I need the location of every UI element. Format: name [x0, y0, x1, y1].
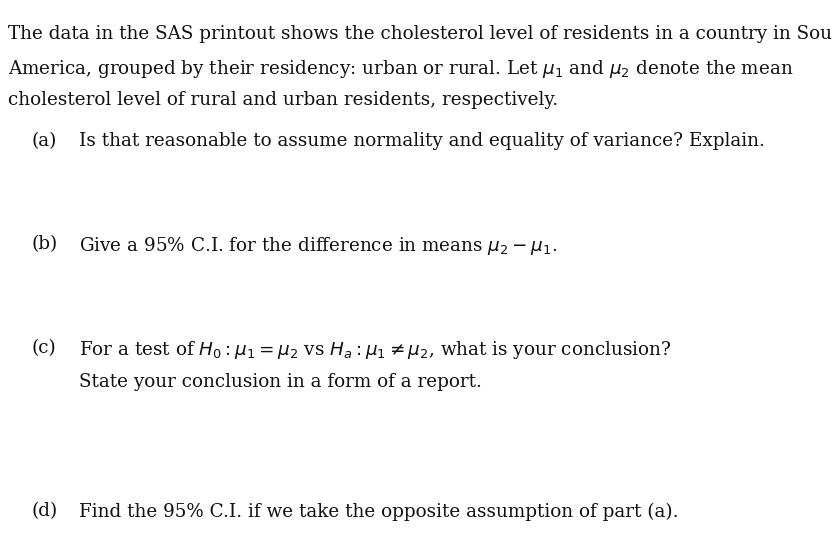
Text: Is that reasonable to assume normality and equality of variance? Explain.: Is that reasonable to assume normality a… [79, 132, 765, 151]
Text: State your conclusion in a form of a report.: State your conclusion in a form of a rep… [79, 373, 482, 391]
Text: Find the 95% C.I. if we take the opposite assumption of part (a).: Find the 95% C.I. if we take the opposit… [79, 502, 679, 521]
Text: cholesterol level of rural and urban residents, respectively.: cholesterol level of rural and urban res… [8, 91, 558, 109]
Text: (b): (b) [32, 235, 58, 253]
Text: The data in the SAS printout shows the cholesterol level of residents in a count: The data in the SAS printout shows the c… [8, 25, 832, 43]
Text: (c): (c) [32, 339, 57, 358]
Text: (d): (d) [32, 502, 58, 521]
Text: America, grouped by their residency: urban or rural. Let $\mu_1$ and $\mu_2$ den: America, grouped by their residency: urb… [8, 58, 794, 80]
Text: Give a 95% C.I. for the difference in means $\mu_2 - \mu_1$.: Give a 95% C.I. for the difference in me… [79, 235, 557, 257]
Text: For a test of $H_0 : \mu_1 = \mu_2$ vs $H_a : \mu_1 \neq \mu_2$, what is your co: For a test of $H_0 : \mu_1 = \mu_2$ vs $… [79, 339, 671, 362]
Text: (a): (a) [32, 132, 57, 151]
